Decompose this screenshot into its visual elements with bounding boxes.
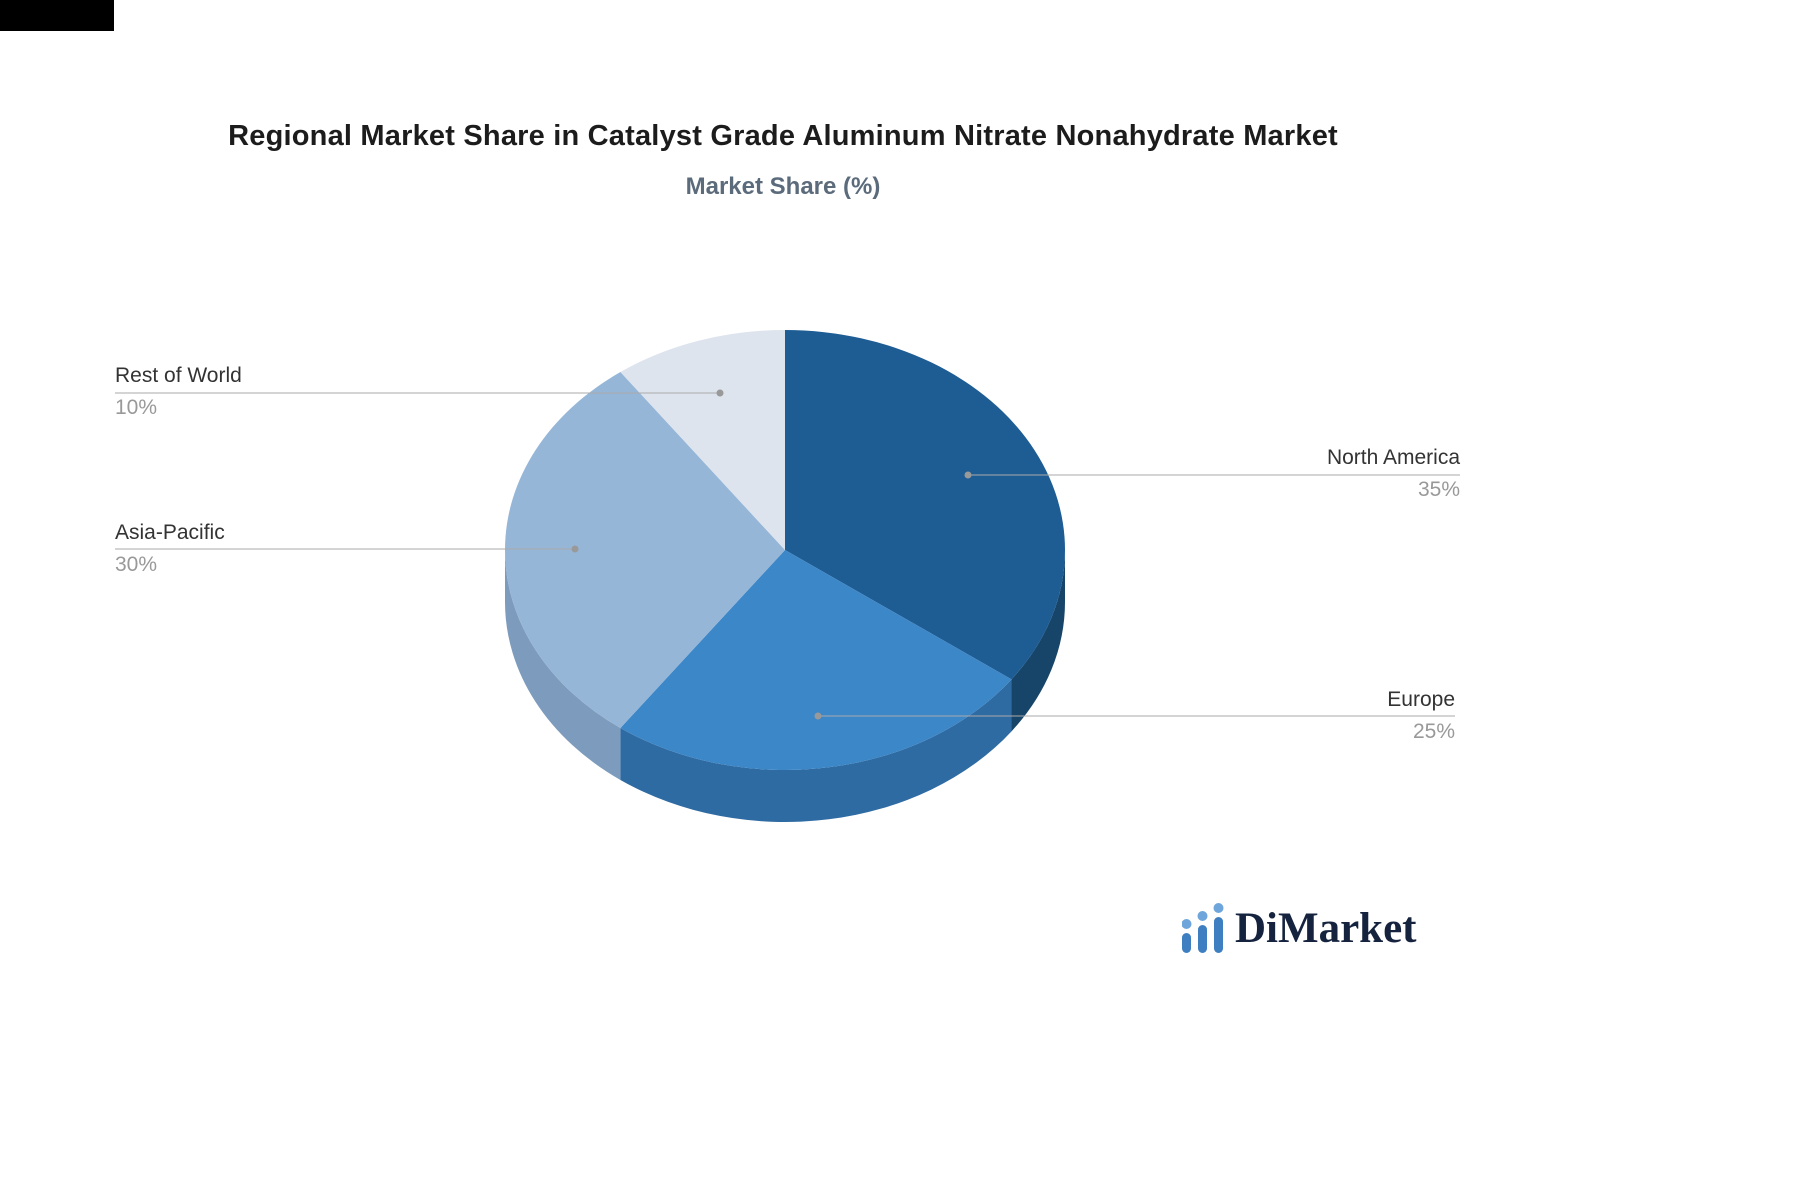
slice-label: Asia-Pacific xyxy=(115,521,225,544)
slice-percentage: 30% xyxy=(115,553,158,576)
pie-slice-asia-pacific[interactable] xyxy=(504,372,785,728)
chart-title: Regional Market Share in Catalyst Grade … xyxy=(228,120,1338,152)
leader-dot xyxy=(964,471,972,479)
pie-slice-side xyxy=(505,550,621,780)
callout-north-america: North America 35% xyxy=(1327,446,1460,501)
bar-chart-dots-icon xyxy=(1182,903,1224,953)
leader-dot xyxy=(716,389,724,397)
callout-rest-of-world: Rest of World 10% xyxy=(115,364,242,419)
slice-label: North America xyxy=(1326,446,1460,469)
dimarket-logo: DiMarket xyxy=(1182,903,1417,953)
logo-wordmark: DiMarket xyxy=(1235,905,1417,952)
slice-percentage: 35% xyxy=(1417,478,1460,501)
pie-slice-side xyxy=(1011,550,1065,732)
pie-slice-europe[interactable] xyxy=(620,550,1012,771)
chart-subtitle: Market Share (%) xyxy=(685,173,881,200)
pie-slice-side xyxy=(620,679,1012,822)
slice-percentage: 10% xyxy=(115,396,158,419)
pie-slice-rest-of-world[interactable] xyxy=(620,330,785,550)
leader-dot xyxy=(814,712,822,720)
chart-area: Regional Market Share in Catalyst Grade … xyxy=(0,0,1566,201)
leader-dot xyxy=(571,545,579,553)
callout-europe: Europe 25% xyxy=(1387,688,1455,743)
top-left-black-bar xyxy=(0,0,114,31)
slice-percentage: 25% xyxy=(1412,720,1455,743)
slice-label: Europe xyxy=(1387,688,1455,711)
pie-slice-north-america[interactable] xyxy=(785,330,1065,680)
slice-label: Rest of World xyxy=(115,364,242,387)
callout-asia-pacific: Asia-Pacific 30% xyxy=(115,521,225,576)
